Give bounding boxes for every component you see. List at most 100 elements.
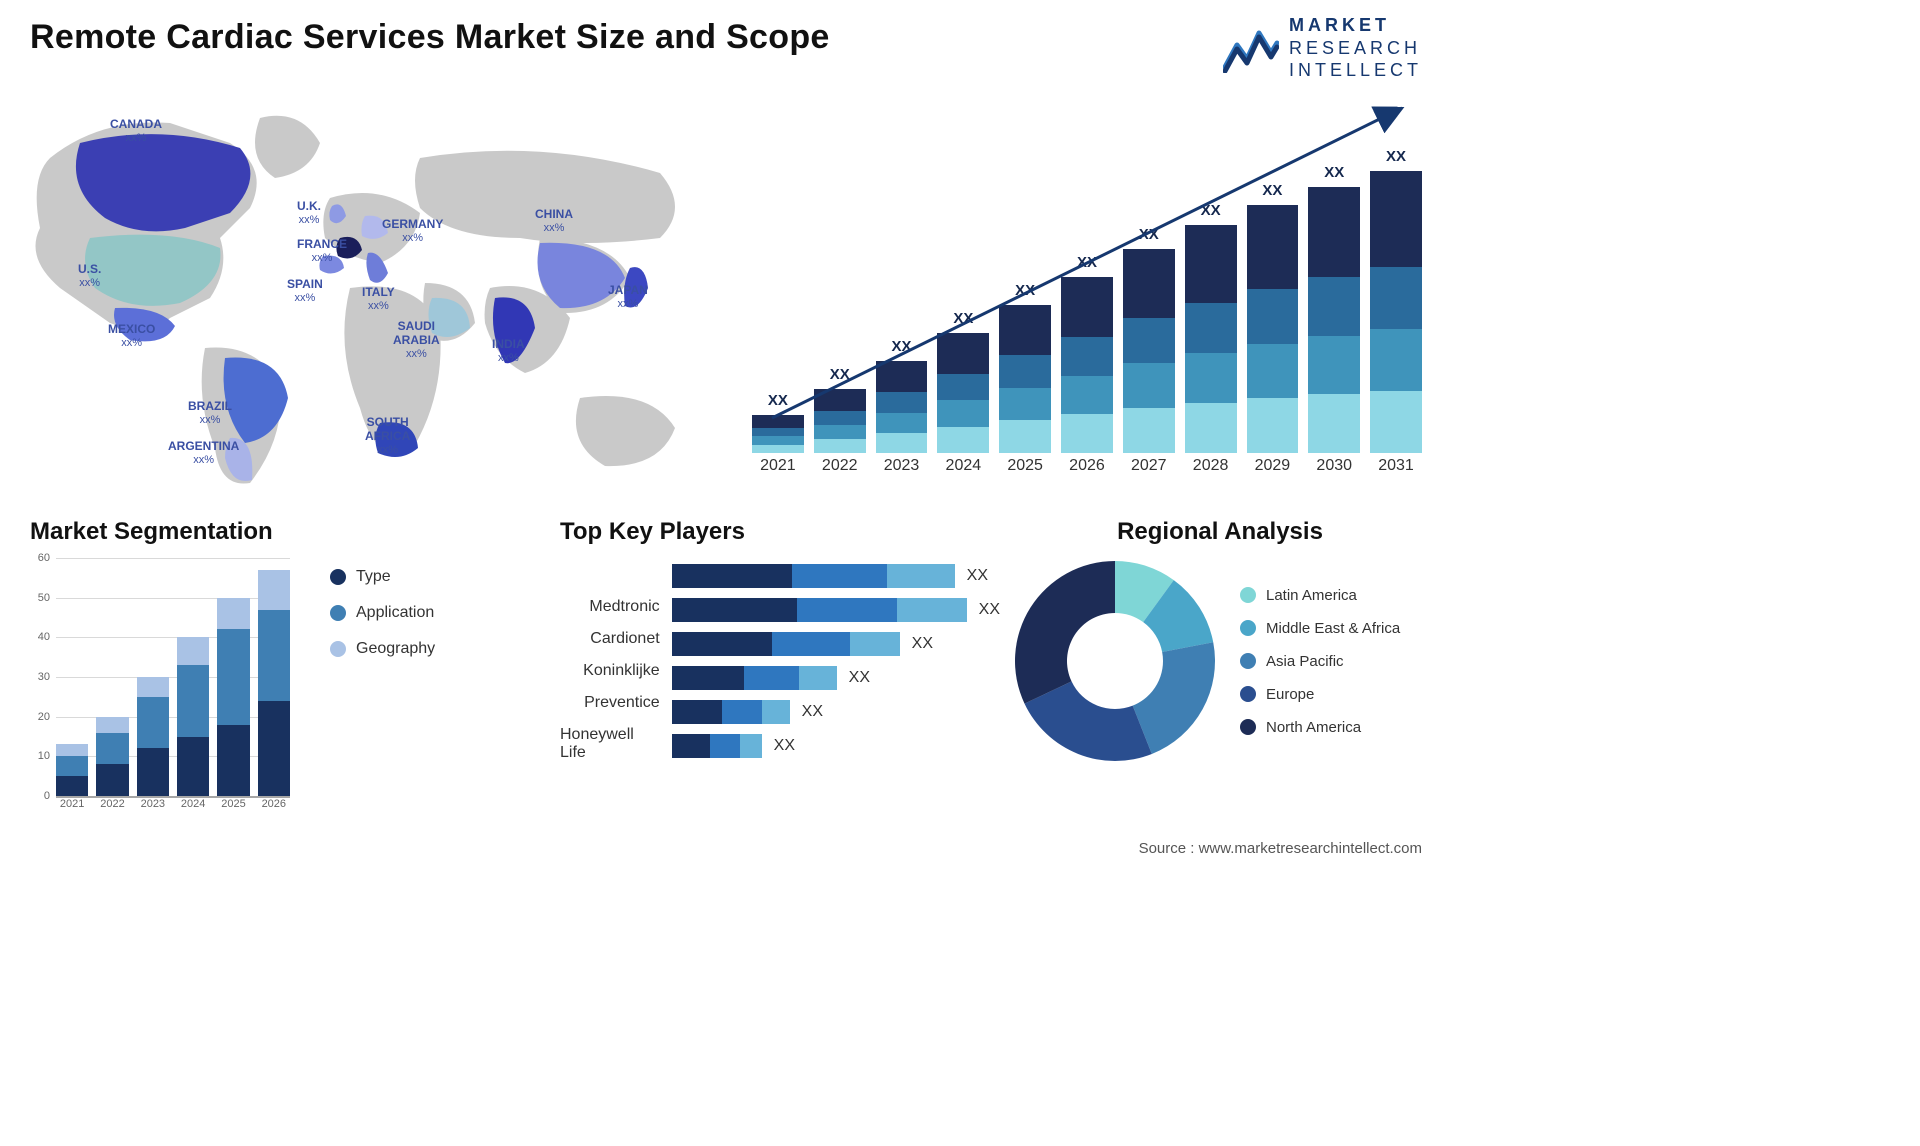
- player-value: XX: [774, 737, 795, 755]
- map-label-china: CHINAxx%: [535, 208, 573, 234]
- player-row: XX: [672, 598, 1000, 622]
- seg-bar-2026: [258, 570, 290, 796]
- forecast-xlabel: 2030: [1308, 457, 1360, 483]
- donut-slice: [1015, 561, 1115, 704]
- donut-legend-item: North America: [1240, 719, 1400, 736]
- brand-logo: MARKET RESEARCH INTELLECT: [1223, 14, 1422, 82]
- donut-legend-item: Asia Pacific: [1240, 653, 1400, 670]
- forecast-bar-2028: XX: [1185, 202, 1237, 453]
- source-attribution: Source : www.marketresearchintellect.com: [1139, 840, 1422, 857]
- bar-top-label: XX: [1262, 182, 1282, 199]
- player-row: XX: [672, 734, 1000, 758]
- forecast-bar-chart: XX XX XX XX XX XX XX XX XX XX XX 2021 2022 2023 2024 2…: [752, 88, 1422, 483]
- market-segmentation: Market Segmentation 0102030405060 202120…: [30, 518, 500, 818]
- player-value: XX: [849, 669, 870, 687]
- forecast-bar-2027: XX: [1123, 226, 1175, 453]
- donut-legend-item: Middle East & Africa: [1240, 620, 1400, 637]
- forecast-bar-2031: XX: [1370, 148, 1422, 453]
- logo-text: MARKET RESEARCH INTELLECT: [1289, 14, 1422, 82]
- seg-legend-item: Application: [330, 604, 490, 622]
- forecast-bar-2021: XX: [752, 392, 804, 453]
- map-label-us: U.S.xx%: [78, 263, 101, 289]
- map-label-saudi: SAUDIARABIAxx%: [393, 320, 440, 360]
- player-row: XX: [672, 564, 1000, 588]
- player-label: Cardionet: [590, 630, 659, 648]
- forecast-bar-2022: XX: [814, 366, 866, 453]
- map-label-canada: CANADAxx%: [110, 118, 162, 144]
- bar-top-label: XX: [1201, 202, 1221, 219]
- player-row: XX: [672, 666, 1000, 690]
- player-row: XX: [672, 700, 1000, 724]
- forecast-bar-2026: XX: [1061, 254, 1113, 453]
- seg-bar-2025: [217, 598, 249, 796]
- world-map: CANADAxx% U.S.xx% MEXICOxx% BRAZILxx% ARGENT…: [20, 88, 720, 493]
- map-label-japan: JAPANxx%: [608, 284, 648, 310]
- forecast-xlabel: 2024: [937, 457, 989, 483]
- players-bars: XX XX XX XX XX XX: [672, 564, 1000, 762]
- player-row: XX: [672, 632, 1000, 656]
- bar-top-label: XX: [953, 310, 973, 327]
- bar-top-label: XX: [830, 366, 850, 383]
- forecast-xlabel: 2021: [752, 457, 804, 483]
- bar-top-label: XX: [1077, 254, 1097, 271]
- infographic-page: Remote Cardiac Services Market Size and …: [0, 0, 1452, 869]
- forecast-bar-2023: XX: [876, 338, 928, 453]
- logo-icon: [1223, 23, 1279, 73]
- player-value: XX: [967, 567, 988, 585]
- forecast-xlabel: 2027: [1123, 457, 1175, 483]
- players-title: Top Key Players: [560, 518, 1000, 546]
- bar-top-label: XX: [1386, 148, 1406, 165]
- forecast-xlabel: 2023: [876, 457, 928, 483]
- seg-bar-2023: [137, 677, 169, 796]
- forecast-bar-2024: XX: [937, 310, 989, 453]
- forecast-xlabel: 2025: [999, 457, 1051, 483]
- seg-bar-2024: [177, 637, 209, 796]
- bar-top-label: XX: [892, 338, 912, 355]
- donut-title: Regional Analysis: [1010, 518, 1430, 546]
- player-label: Medtronic: [589, 598, 659, 616]
- player-label: Koninklijke: [583, 662, 659, 680]
- map-label-uk: U.K.xx%: [297, 200, 321, 226]
- bar-top-label: XX: [1139, 226, 1159, 243]
- seg-bar-2022: [96, 717, 128, 796]
- seg-legend-item: Geography: [330, 640, 490, 658]
- forecast-xlabel: 2031: [1370, 457, 1422, 483]
- forecast-bar-2030: XX: [1308, 164, 1360, 453]
- map-label-italy: ITALYxx%: [362, 286, 395, 312]
- seg-bar-2021: [56, 744, 88, 796]
- forecast-xlabel: 2026: [1061, 457, 1113, 483]
- map-label-india: INDIAxx%: [492, 338, 525, 364]
- map-label-safrica: SOUTHAFRICAxx%: [365, 416, 410, 456]
- player-value: XX: [802, 703, 823, 721]
- forecast-xlabel: 2022: [814, 457, 866, 483]
- player-value: XX: [912, 635, 933, 653]
- player-label: Preventice: [584, 694, 660, 712]
- segmentation-chart: 0102030405060 202120222023202420252026: [30, 558, 290, 818]
- map-label-france: FRANCExx%: [297, 238, 347, 264]
- forecast-bar-2025: XX: [999, 282, 1051, 453]
- page-title: Remote Cardiac Services Market Size and …: [30, 18, 830, 57]
- bar-top-label: XX: [1324, 164, 1344, 181]
- players-labels: Medtronic Cardionet Koninklijke Preventice H…: [560, 564, 660, 762]
- donut-legend-item: Latin America: [1240, 587, 1400, 604]
- regional-analysis: Regional Analysis Latin America Middle Ea…: [1010, 518, 1430, 766]
- forecast-xlabel: 2028: [1185, 457, 1237, 483]
- map-label-spain: SPAINxx%: [287, 278, 323, 304]
- segmentation-title: Market Segmentation: [30, 518, 500, 546]
- bar-top-label: XX: [768, 392, 788, 409]
- donut-legend: Latin America Middle East & Africa Asia Pa…: [1240, 587, 1400, 736]
- map-label-germany: GERMANYxx%: [382, 218, 443, 244]
- map-label-mexico: MEXICOxx%: [108, 323, 155, 349]
- player-label: Honeywell Life: [560, 726, 660, 762]
- player-value: XX: [979, 601, 1000, 619]
- seg-legend-item: Type: [330, 568, 490, 586]
- forecast-xlabel: 2029: [1247, 457, 1299, 483]
- bar-top-label: XX: [1015, 282, 1035, 299]
- donut-chart: [1010, 556, 1220, 766]
- map-label-brazil: BRAZILxx%: [188, 400, 232, 426]
- segmentation-legend: Type Application Geography: [330, 568, 490, 676]
- map-label-argentina: ARGENTINAxx%: [168, 440, 239, 466]
- forecast-bar-2029: XX: [1247, 182, 1299, 453]
- donut-legend-item: Europe: [1240, 686, 1400, 703]
- top-key-players: Top Key Players Medtronic Cardionet Konink…: [560, 518, 1000, 762]
